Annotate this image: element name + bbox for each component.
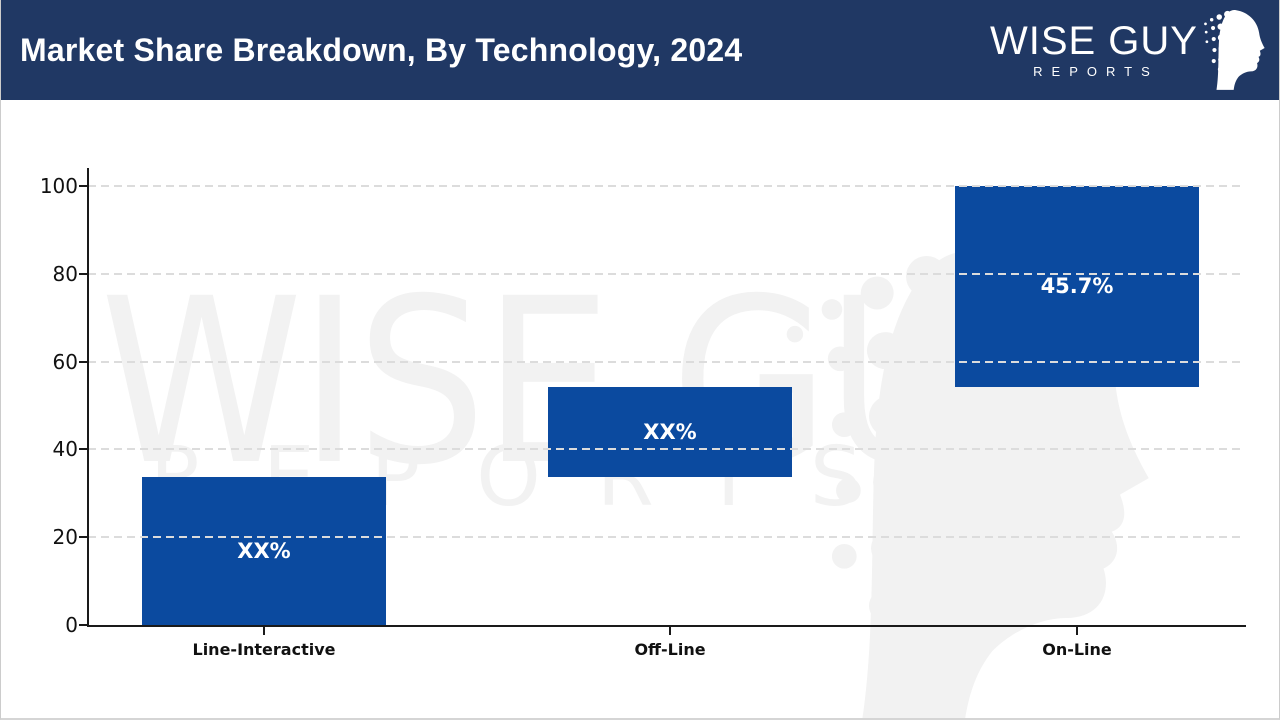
bar-value-label: 45.7% [1040, 274, 1114, 299]
x-tick-2 [1076, 627, 1078, 635]
bar-on-line: 45.7% [955, 186, 1199, 387]
category-label-1: Off-Line [634, 640, 706, 659]
y-tick-label-40: 40 [52, 437, 78, 462]
logo-text: WISE GUY REPORTS [990, 21, 1198, 79]
x-axis-spine [87, 625, 1246, 627]
x-tick-0 [263, 627, 265, 635]
y-tick-label-100: 100 [39, 174, 78, 198]
y-axis-spine [87, 168, 89, 627]
y-tick-0 [79, 624, 87, 626]
logo-subtext: REPORTS [1033, 64, 1159, 79]
bar-line-interactive: XX% [142, 476, 386, 625]
gridline-20 [88, 536, 1245, 539]
y-tick-label-0: 0 [65, 613, 78, 637]
y-tick-60 [79, 360, 87, 363]
page-title: Market Share Breakdown, By Technology, 2… [20, 31, 743, 68]
y-tick-label-80: 80 [52, 261, 78, 286]
category-label-2: On-Line [1042, 640, 1112, 659]
bar-value-label: XX% [237, 538, 291, 563]
wiseguy-logo: WISE GUY REPORTS [990, 7, 1266, 93]
y-tick-80 [79, 272, 87, 275]
gridline-40 [88, 448, 1245, 451]
gridline-80 [88, 272, 1245, 275]
gridline-100 [88, 185, 1245, 187]
y-tick-100 [79, 185, 87, 187]
y-tick-40 [79, 448, 87, 451]
y-tick-20 [79, 536, 87, 539]
wiseguy-face-icon [1200, 7, 1266, 93]
bar-off-line: XX% [548, 386, 792, 477]
category-label-0: Line-Interactive [192, 640, 336, 659]
gridline-60 [88, 360, 1245, 363]
x-tick-1 [669, 627, 671, 635]
y-tick-label-60: 60 [52, 349, 78, 374]
y-tick-label-20: 20 [52, 525, 78, 550]
header-bar: Market Share Breakdown, By Technology, 2… [0, 0, 1280, 100]
logo-wordmark: WISE GUY [989, 19, 1198, 63]
bar-value-label: XX% [643, 419, 697, 444]
